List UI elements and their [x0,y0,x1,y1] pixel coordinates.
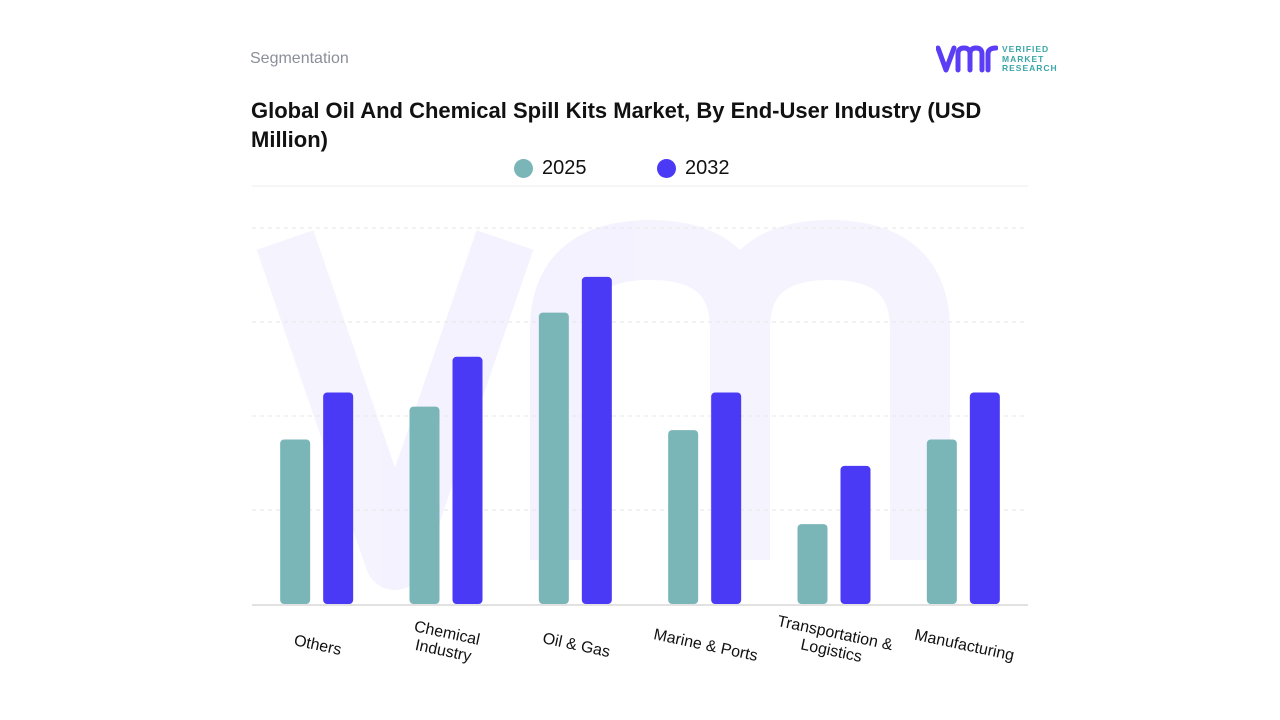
x-tick-label: Oil & Gas [541,630,612,661]
legend-label-2025: 2025 [542,157,587,179]
legend-item-2025: 2025 [514,157,587,180]
x-tick-label: Marine & Ports [652,626,759,665]
legend-dot-2025 [514,159,533,178]
legend-dot-2032 [657,159,676,178]
legend-item-2032: 2032 [657,157,730,180]
x-tick-label: ChemicalIndustry [409,618,482,666]
vmr-logo-icon [935,45,999,73]
bar-2032-2 [581,276,612,604]
vmr-logo: VERIFIED MARKET RESEARCH [935,44,1060,76]
bar-2032-1 [452,356,483,604]
bar-2025-4 [797,524,828,604]
x-tick-label: Others [292,632,343,659]
bar-2025-0 [280,439,311,604]
watermark-logo [256,219,950,590]
logo-line-2: MARKET [1002,53,1045,64]
section-label: Segmentation [250,50,349,67]
bar-2025-3 [668,430,699,604]
bar-2032-3 [711,392,742,604]
chart-legend: 2025 2032 [0,157,1280,183]
bar-2025-2 [538,312,569,604]
legend-label-2032: 2032 [685,157,730,179]
bar-2032-0 [323,392,354,604]
logo-line-1: VERIFIED [1002,44,1050,54]
bar-2032-4 [840,465,871,604]
logo-line-3: RESEARCH [1002,63,1058,73]
bar-2025-1 [409,406,440,604]
chart-title: Global Oil And Chemical Spill Kits Marke… [251,98,982,152]
bar-2025-5 [926,439,957,604]
bar-2032-5 [969,392,1000,604]
x-tick-label: Manufacturing [913,627,1016,665]
x-tick-label: Transportation &Logistics [772,613,895,672]
